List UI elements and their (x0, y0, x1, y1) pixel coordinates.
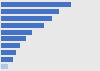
Bar (1, 23, 44, 28)
Bar (1, 57, 13, 62)
Bar (1, 9, 59, 14)
Bar (1, 36, 26, 41)
Bar (1, 64, 8, 69)
Bar (1, 30, 32, 35)
Bar (1, 2, 71, 7)
Bar (1, 43, 20, 48)
Bar (1, 50, 16, 55)
Bar (1, 16, 52, 21)
